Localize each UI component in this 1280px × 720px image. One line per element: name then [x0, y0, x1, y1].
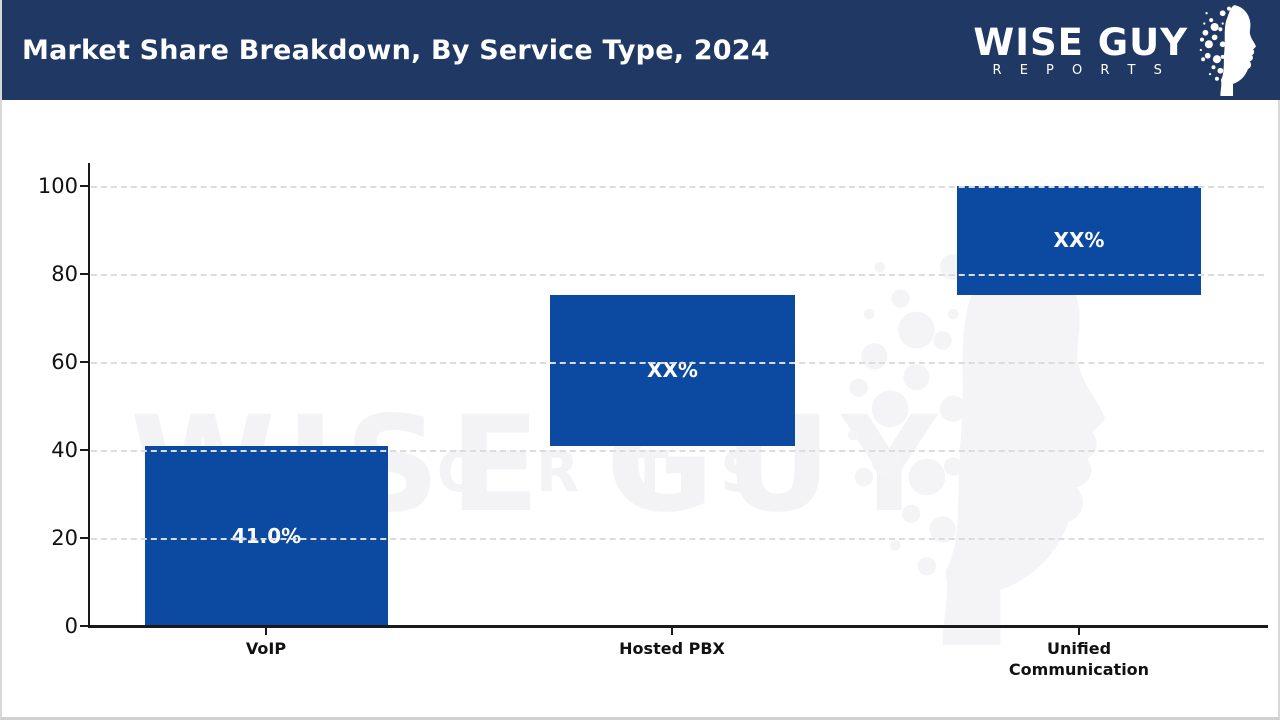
gridline-60 — [91, 362, 1264, 364]
bar-unified-communication: XX% — [957, 186, 1201, 295]
chart-header: Market Share Breakdown, By Service Type,… — [2, 0, 1280, 100]
dotted-face-logo-icon — [1190, 4, 1268, 96]
x-axis-line — [88, 625, 1268, 628]
bar-label-voip: 41.0% — [231, 523, 302, 548]
y-tick-label-40: 40 — [51, 438, 78, 462]
wise-guy-reports-logo: WISE GUY R E P O R T S — [973, 4, 1268, 96]
category-label-unified-communication: Unified Communication — [1008, 639, 1150, 679]
y-tick-mark-20 — [80, 537, 88, 539]
bar-voip: 41.0% — [145, 445, 388, 626]
y-tick-mark-0 — [80, 625, 88, 627]
logo-text: WISE GUY R E P O R T S — [973, 24, 1188, 77]
bar-hosted-pbx: XX% — [550, 294, 795, 446]
chart-title: Market Share Breakdown, By Service Type,… — [22, 34, 770, 66]
y-tick-label-60: 60 — [51, 350, 78, 374]
y-axis-line — [88, 163, 90, 628]
y-tick-label-100: 100 — [37, 174, 78, 198]
plot-area: WISE GUY R E P O R T S 41.0% XX% XX% VoI… — [2, 100, 1280, 720]
category-label-voip: VoIP — [245, 639, 287, 658]
y-tick-label-0: 0 — [64, 614, 78, 638]
logo-wordmark: WISE GUY — [973, 20, 1188, 64]
logo-subtitle: R E P O R T S — [992, 62, 1169, 78]
x-tick-voip — [265, 628, 267, 635]
y-tick-label-20: 20 — [51, 526, 78, 550]
x-tick-hosted-pbx — [671, 628, 673, 635]
y-tick-mark-80 — [80, 273, 88, 275]
y-tick-mark-40 — [80, 449, 88, 451]
gridline-20 — [91, 538, 1264, 540]
y-tick-mark-100 — [80, 185, 88, 187]
category-label-hosted-pbx: Hosted PBX — [619, 639, 725, 658]
gridline-80 — [91, 274, 1264, 276]
gridline-100 — [91, 186, 1264, 188]
y-tick-mark-60 — [80, 361, 88, 363]
y-tick-label-80: 80 — [51, 262, 78, 286]
gridline-40 — [91, 450, 1264, 452]
bar-label-unified-communication: XX% — [1053, 228, 1105, 253]
x-tick-unified-communication — [1078, 628, 1080, 635]
